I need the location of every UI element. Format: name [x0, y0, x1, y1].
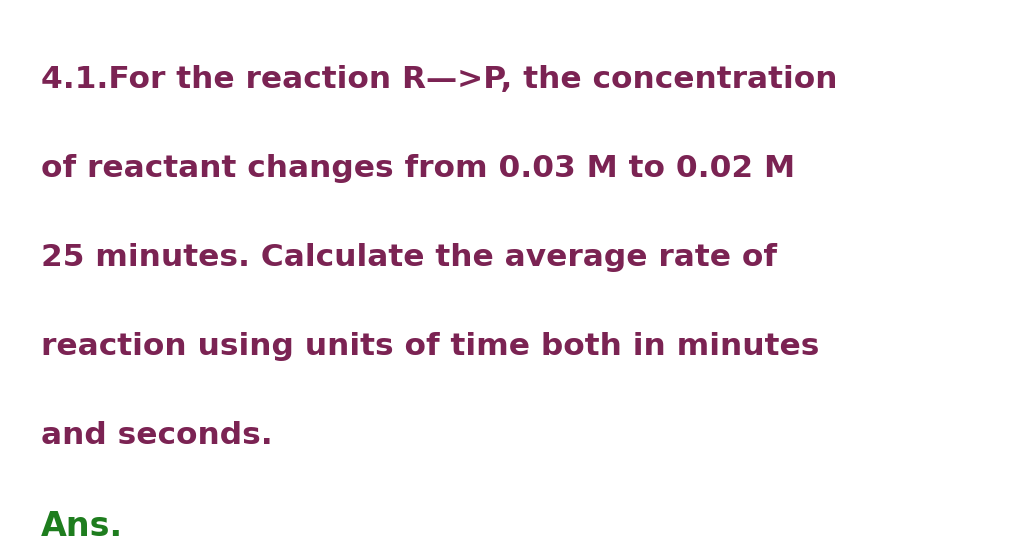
- Text: and seconds.: and seconds.: [41, 421, 272, 450]
- Text: 25 minutes. Calculate the average rate of: 25 minutes. Calculate the average rate o…: [41, 243, 777, 272]
- Text: of reactant changes from 0.03 M to 0.02 M: of reactant changes from 0.03 M to 0.02 …: [41, 154, 795, 183]
- Text: 4.1.For the reaction R—>P, the concentration: 4.1.For the reaction R—>P, the concentra…: [41, 65, 838, 94]
- Text: reaction using units of time both in minutes: reaction using units of time both in min…: [41, 332, 819, 361]
- Text: Ans.: Ans.: [41, 510, 123, 540]
